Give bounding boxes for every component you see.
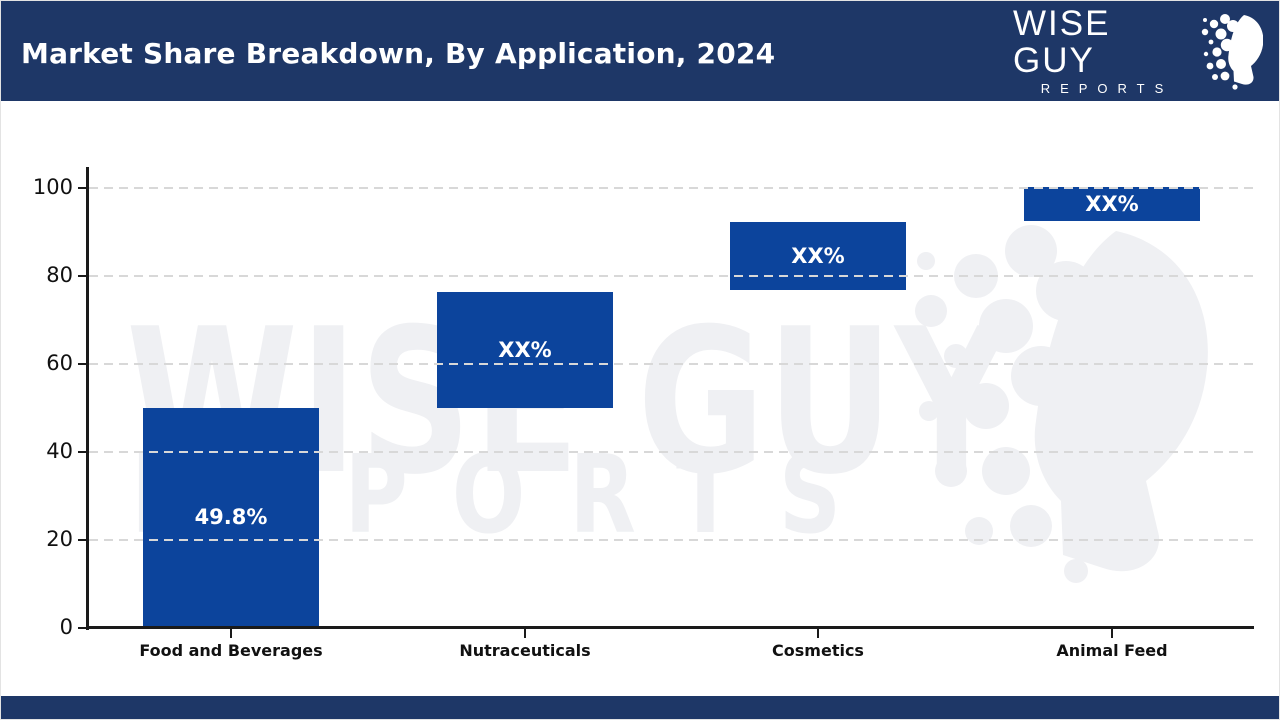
y-tick-label-80: 80 (46, 263, 73, 287)
dotted-face-profile-icon (1201, 14, 1263, 90)
y-tick-0 (78, 627, 87, 629)
y-tick-60 (78, 363, 87, 365)
wise-guy-reports-logo: WISE GUY REPORTS (1013, 5, 1263, 96)
x-axis-label-animal-feed: Animal Feed (1056, 641, 1168, 660)
x-tick-food-and-beverages (230, 629, 232, 638)
page-title: Market Share Breakdown, By Application, … (21, 37, 776, 70)
y-tick-label-0: 0 (59, 615, 73, 639)
x-tick-nutraceuticals (524, 629, 526, 638)
y-tick-80 (78, 275, 87, 277)
gridline-40 (89, 451, 1254, 453)
header-band: Market Share Breakdown, By Application, … (1, 1, 1279, 101)
chart-bar-nutraceuticals: XX% (437, 291, 613, 408)
gridline-60 (89, 363, 1254, 365)
x-axis-label-cosmetics: Cosmetics (772, 641, 864, 660)
x-axis-label-nutraceuticals: Nutraceuticals (459, 641, 591, 660)
chart-bar-animal-feed: XX% (1024, 187, 1200, 221)
gridline-80 (89, 275, 1254, 277)
y-tick-40 (78, 451, 87, 453)
y-tick-label-40: 40 (46, 439, 73, 463)
logo-text: WISE GUY REPORTS (1013, 3, 1193, 97)
plot-area: 0 20 40 60 80 100 49.8% Food and Beverages XX% Nu… (1, 101, 1279, 698)
y-axis-line (86, 167, 89, 630)
gridline-100 (89, 187, 1254, 189)
logo-brand-subtitle: REPORTS (1040, 81, 1174, 97)
chart-bar-food-and-beverages: 49.8% (143, 407, 319, 627)
gridline-20 (89, 539, 1254, 541)
bar-value-label-animal-feed: XX% (1085, 191, 1139, 216)
y-tick-20 (78, 539, 87, 541)
bar-value-label-food-and-beverages: 49.8% (194, 505, 268, 530)
y-tick-label-60: 60 (46, 351, 73, 375)
bar-value-label-cosmetics: XX% (791, 243, 845, 268)
x-tick-animal-feed (1111, 629, 1113, 638)
x-tick-cosmetics (817, 629, 819, 638)
watermark-face-icon (915, 225, 1208, 583)
x-axis-line (86, 626, 1254, 629)
y-tick-label-100: 100 (32, 175, 73, 199)
logo-brand-name: WISE GUY (1013, 3, 1111, 80)
y-tick-100 (78, 187, 87, 189)
x-axis-label-food-and-beverages: Food and Beverages (139, 641, 323, 660)
y-tick-label-20: 20 (46, 527, 73, 551)
bar-value-label-nutraceuticals: XX% (498, 337, 552, 362)
chart-bar-cosmetics: XX% (730, 221, 906, 290)
footer-band (1, 696, 1279, 719)
